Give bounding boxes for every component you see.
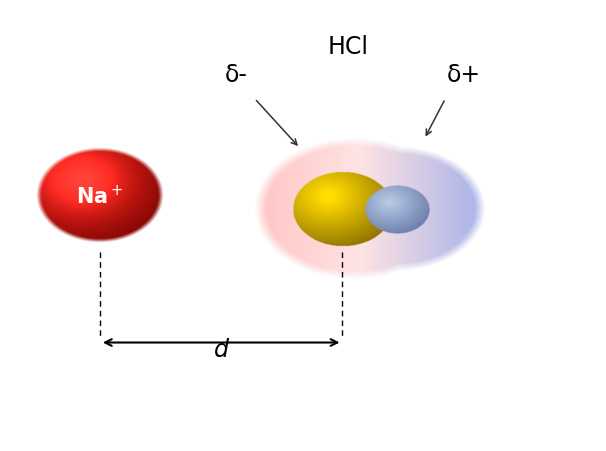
Text: δ-: δ- bbox=[225, 62, 248, 87]
Text: Na$^+$: Na$^+$ bbox=[76, 184, 124, 208]
Text: HCl: HCl bbox=[328, 35, 369, 60]
Text: $d$: $d$ bbox=[213, 337, 230, 362]
Text: δ+: δ+ bbox=[447, 62, 481, 87]
